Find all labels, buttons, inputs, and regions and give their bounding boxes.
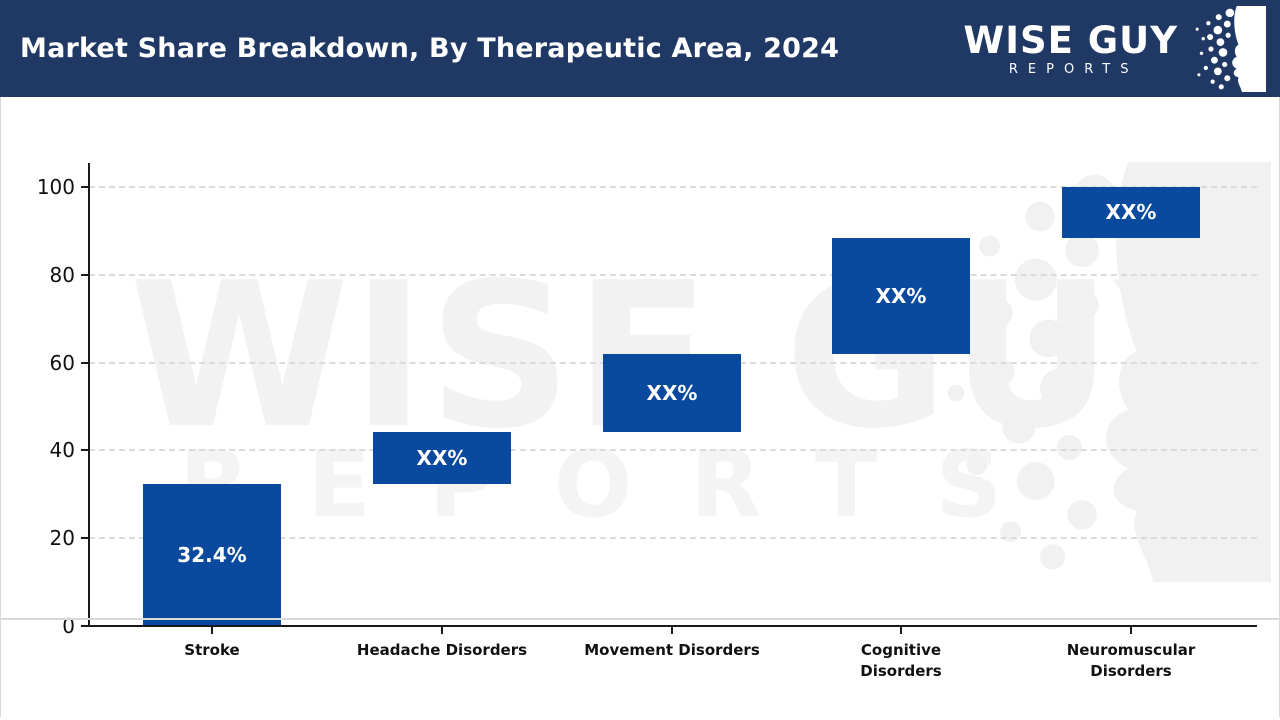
category-label-3: Cognitive Disorders: [860, 641, 942, 680]
chart-area: WISE GUY REPORTS 0 20 40 60 80 100 32.4% Stroke…: [0, 97, 1280, 717]
y-tick-40: [81, 449, 89, 452]
category-label-4: Neuromuscular Disorders: [1066, 641, 1196, 680]
y-tick-label-40: 40: [49, 438, 75, 463]
bar-headache-disorders: XX%: [373, 431, 511, 484]
gridline-20: [89, 537, 1257, 540]
x-tick-0: [211, 627, 213, 634]
y-tick-label-100: 100: [36, 175, 75, 199]
brand-logo: WISE GUY REPORTS: [963, 5, 1266, 93]
bar-movement-disorders: XX%: [603, 354, 741, 432]
y-tick-label-0: 0: [62, 614, 75, 638]
y-tick-80: [81, 273, 89, 276]
page-title: Market Share Breakdown, By Therapeutic A…: [20, 33, 840, 64]
gridline-80: [89, 273, 1257, 276]
category-label-0: Stroke: [184, 641, 240, 659]
bar-value-label: XX%: [416, 445, 468, 470]
bar-neuromuscular-disorders: XX%: [1062, 187, 1200, 238]
brand-subtitle: REPORTS: [1008, 61, 1139, 77]
bar-stroke: 32.4%: [143, 483, 281, 626]
watermark-head-profile-icon: [947, 162, 1271, 582]
y-tick-label-20: 20: [49, 526, 75, 551]
y-tick-20: [81, 537, 89, 540]
category-label-1: Headache Disorders: [356, 641, 528, 659]
x-tick-1: [441, 627, 443, 634]
bar-cognitive-disorders: XX%: [832, 237, 970, 355]
category-label-2: Movement Disorders: [584, 641, 760, 659]
x-tick-4: [1130, 627, 1132, 634]
y-tick-0: [81, 625, 89, 627]
brand-logo-text: WISE GUY REPORTS: [963, 22, 1178, 76]
bar-value-label: XX%: [646, 381, 698, 406]
x-axis: [88, 625, 1257, 627]
gridline-40: [89, 449, 1257, 452]
y-axis: [88, 163, 90, 627]
watermark-brand-subtitle: REPORTS: [179, 431, 1061, 538]
bar-value-label: 32.4%: [177, 542, 247, 567]
brand-name: WISE GUY: [963, 18, 1178, 62]
bar-value-label: XX%: [1105, 200, 1157, 225]
y-tick-label-60: 60: [49, 350, 75, 375]
gridline-100: [89, 186, 1257, 188]
header-bar: Market Share Breakdown, By Therapeutic A…: [0, 0, 1280, 97]
bar-value-label: XX%: [875, 284, 927, 309]
y-tick-100: [81, 186, 89, 188]
y-tick-60: [81, 361, 89, 364]
y-tick-label-80: 80: [49, 262, 75, 287]
x-tick-2: [671, 627, 673, 634]
head-profile-icon: [1195, 5, 1266, 92]
footer-divider: [0, 618, 1280, 620]
x-tick-3: [900, 627, 902, 634]
